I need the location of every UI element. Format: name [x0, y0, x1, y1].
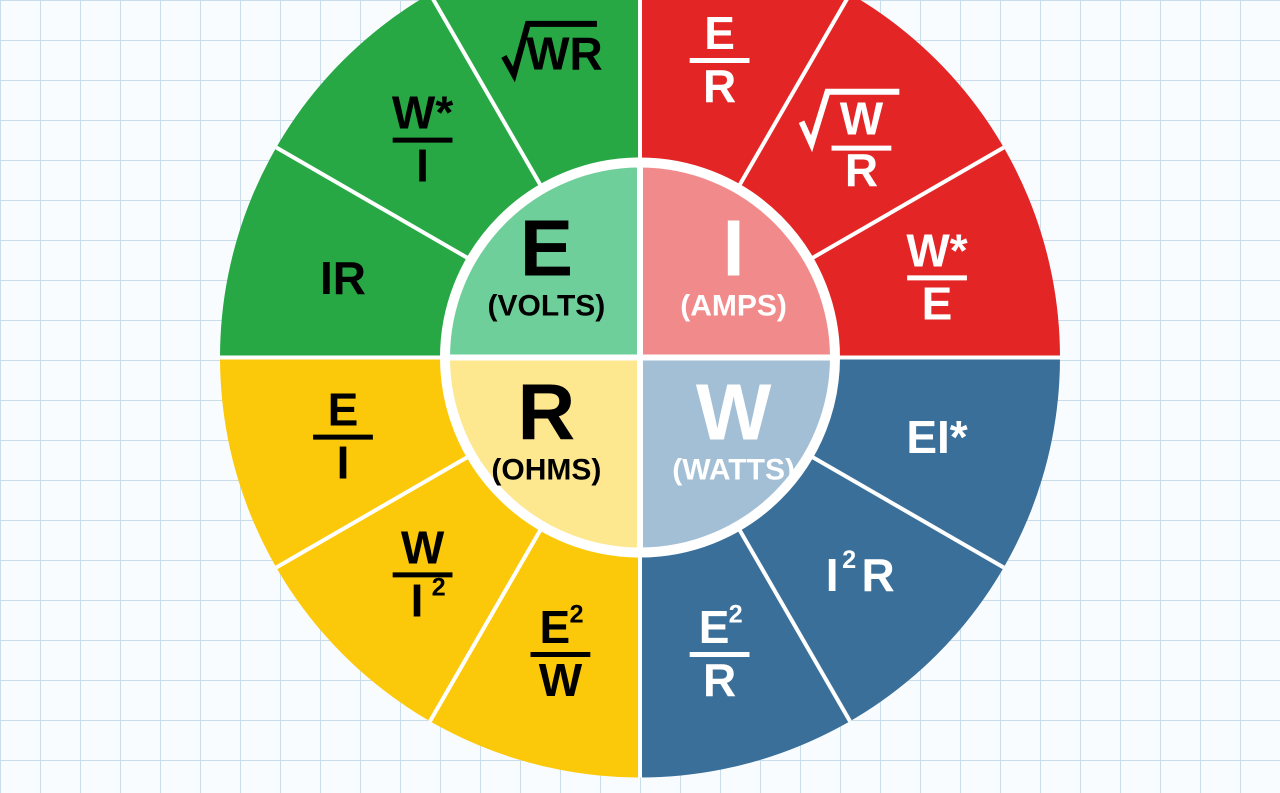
svg-text:E: E — [922, 277, 953, 329]
svg-text:WR: WR — [526, 28, 603, 80]
svg-text:W: W — [401, 521, 445, 573]
center-unit: (WATTS) — [672, 453, 795, 486]
svg-text:W: W — [539, 654, 583, 706]
center-symbol: R — [518, 367, 576, 456]
svg-text:I: I — [337, 436, 350, 488]
svg-text:E: E — [540, 601, 571, 653]
svg-text:W: W — [840, 93, 884, 145]
svg-text:2: 2 — [842, 546, 856, 574]
svg-text:2: 2 — [432, 574, 446, 602]
svg-text:R: R — [703, 60, 736, 112]
svg-text:W*: W* — [392, 87, 453, 139]
svg-text:E: E — [704, 7, 735, 59]
svg-text:EI*: EI* — [906, 411, 967, 463]
svg-text:IR: IR — [320, 252, 366, 304]
svg-text:E: E — [328, 384, 359, 436]
svg-text:I: I — [411, 574, 424, 626]
ohms-law-wheel: E(VOLTS)I(AMPS)R(OHMS)W(WATTS)IRW*IWRERW… — [210, 0, 1070, 793]
formula-R: E2 W — [531, 600, 591, 706]
center-symbol: W — [696, 367, 772, 456]
center-unit: (AMPS) — [680, 290, 787, 323]
svg-text:2: 2 — [569, 600, 583, 628]
center-symbol: E — [520, 204, 573, 293]
svg-text:I: I — [826, 549, 839, 601]
svg-text:R: R — [703, 654, 736, 706]
svg-text:W*: W* — [906, 224, 967, 276]
svg-text:E: E — [699, 601, 730, 653]
svg-text:R: R — [862, 549, 895, 601]
svg-text:R: R — [845, 144, 878, 196]
svg-text:2: 2 — [729, 600, 743, 628]
formula-W: EI* — [906, 411, 967, 463]
svg-text:I: I — [416, 139, 429, 191]
center-unit: (OHMS) — [491, 453, 601, 486]
formula-E: IR — [320, 252, 366, 304]
center-symbol: I — [722, 204, 744, 293]
center-unit: (VOLTS) — [488, 290, 606, 323]
